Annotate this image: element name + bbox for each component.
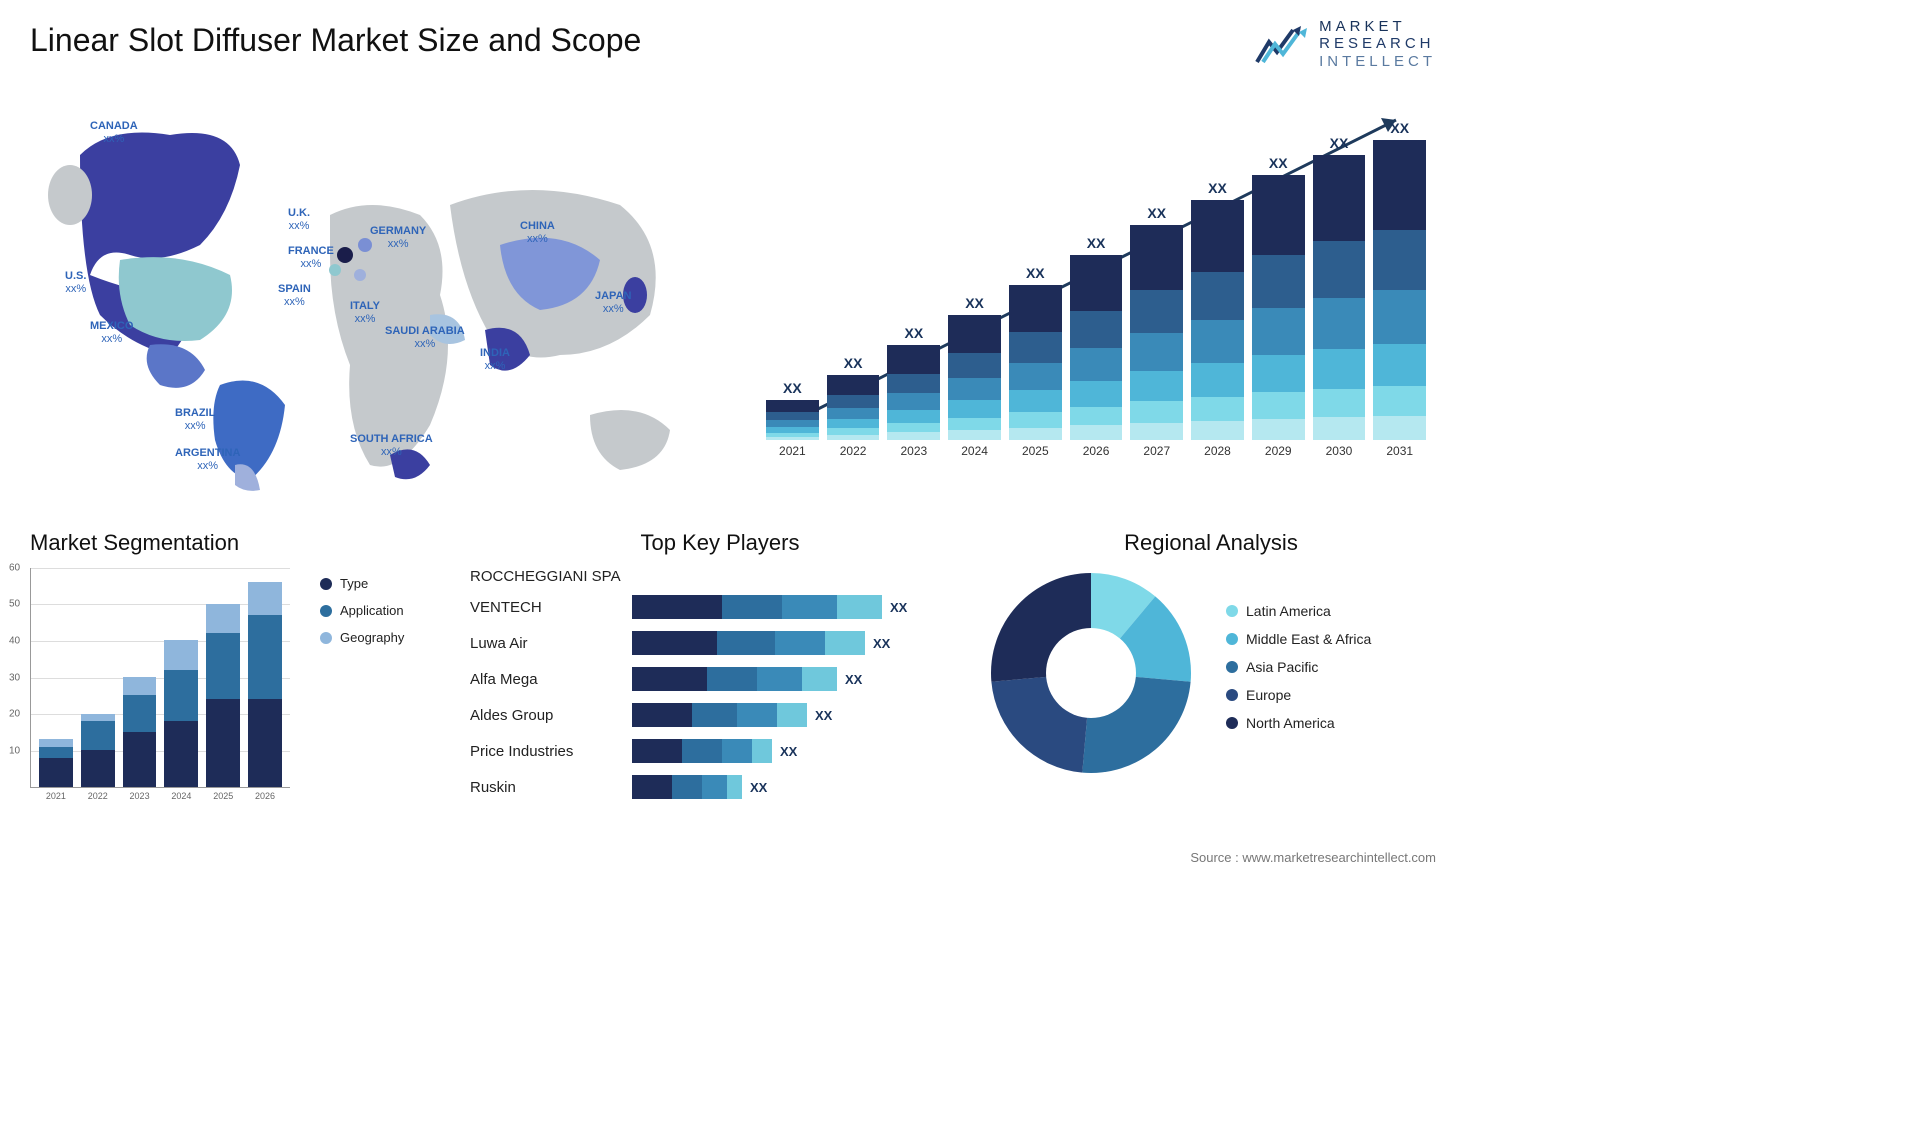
seg-ytick: 40 bbox=[9, 635, 20, 646]
logo-icon bbox=[1253, 22, 1309, 66]
player-row-aldesgroup: Aldes GroupXX bbox=[470, 697, 970, 733]
map-label-india: INDIAxx% bbox=[480, 347, 510, 373]
player-row-alfamega: Alfa MegaXX bbox=[470, 661, 970, 697]
growth-chart: XX2021XX2022XX2023XX2024XX2025XX2026XX20… bbox=[766, 100, 1426, 480]
players-title: Top Key Players bbox=[470, 530, 970, 556]
seg-bar-2024: 2024 bbox=[164, 640, 198, 787]
map-label-france: FRANCExx% bbox=[288, 245, 334, 271]
page-title: Linear Slot Diffuser Market Size and Sco… bbox=[30, 22, 641, 59]
growth-bar-2026: XX2026 bbox=[1070, 235, 1123, 458]
regional-donut bbox=[986, 568, 1196, 778]
seg-ytick: 30 bbox=[9, 672, 20, 683]
regional-panel: Regional Analysis Latin America Middle Ea… bbox=[986, 530, 1436, 778]
growth-bar-2024: XX2024 bbox=[948, 295, 1001, 458]
map-label-argentina: ARGENTINAxx% bbox=[175, 447, 240, 473]
growth-bar-2021: XX2021 bbox=[766, 380, 819, 458]
world-map: CANADAxx% U.S.xx% MEXICOxx% BRAZILxx% ARGENT… bbox=[30, 95, 710, 495]
seg-ytick: 10 bbox=[9, 745, 20, 756]
regional-legend: Latin America Middle East & Africa Asia Pa… bbox=[1226, 603, 1371, 743]
growth-bar-2025: XX2025 bbox=[1009, 265, 1062, 458]
player-row-ruskin: RuskinXX bbox=[470, 769, 970, 805]
seg-bar-2026: 2026 bbox=[248, 582, 282, 787]
map-label-mexico: MEXICOxx% bbox=[90, 320, 133, 346]
map-label-uk: U.K.xx% bbox=[288, 207, 310, 233]
seg-ytick: 60 bbox=[9, 563, 20, 574]
map-label-saudiarabia: SAUDI ARABIAxx% bbox=[385, 325, 465, 351]
growth-bar-2029: XX2029 bbox=[1252, 155, 1305, 458]
seg-legend-type: Type bbox=[320, 576, 404, 591]
map-label-southafrica: SOUTH AFRICAxx% bbox=[350, 433, 433, 459]
seg-bar-2023: 2023 bbox=[123, 677, 157, 787]
seg-ytick: 50 bbox=[9, 599, 20, 610]
logo-line3: INTELLECT bbox=[1319, 53, 1436, 70]
growth-bar-2031: XX2031 bbox=[1373, 120, 1426, 458]
logo-line1: MARKET bbox=[1319, 18, 1436, 35]
map-label-germany: GERMANYxx% bbox=[370, 225, 426, 251]
region-legend-asiapacific: Asia Pacific bbox=[1226, 659, 1371, 675]
seg-legend-application: Application bbox=[320, 603, 404, 618]
player-row-priceindustries: Price IndustriesXX bbox=[470, 733, 970, 769]
growth-bar-2023: XX2023 bbox=[887, 325, 940, 458]
growth-bar-2028: XX2028 bbox=[1191, 180, 1244, 458]
segmentation-chart: 102030405060 202120222023202420252026 bbox=[30, 568, 290, 788]
player-row-luwaair: Luwa AirXX bbox=[470, 625, 970, 661]
source-text: Source : www.marketresearchintellect.com bbox=[1190, 850, 1436, 865]
segmentation-title: Market Segmentation bbox=[30, 530, 450, 556]
seg-bar-2022: 2022 bbox=[81, 714, 115, 787]
segmentation-legend: Type Application Geography bbox=[320, 576, 404, 657]
map-label-us: U.S.xx% bbox=[65, 270, 86, 296]
region-legend-europe: Europe bbox=[1226, 687, 1371, 703]
region-legend-latinamerica: Latin America bbox=[1226, 603, 1371, 619]
seg-legend-geography: Geography bbox=[320, 630, 404, 645]
donut-hole bbox=[1046, 628, 1136, 718]
map-label-spain: SPAINxx% bbox=[278, 283, 311, 309]
growth-bar-2027: XX2027 bbox=[1130, 205, 1183, 458]
logo-line2: RESEARCH bbox=[1319, 35, 1436, 52]
region-legend-middleeastafrica: Middle East & Africa bbox=[1226, 631, 1371, 647]
player-row-ventech: VENTECHXX bbox=[470, 589, 970, 625]
seg-bar-2021: 2021 bbox=[39, 739, 73, 787]
segmentation-panel: Market Segmentation 102030405060 2021202… bbox=[30, 530, 450, 788]
map-label-canada: CANADAxx% bbox=[90, 120, 138, 146]
map-label-brazil: BRAZILxx% bbox=[175, 407, 215, 433]
growth-bar-2022: XX2022 bbox=[827, 355, 880, 458]
growth-bar-2030: XX2030 bbox=[1313, 135, 1366, 458]
players-panel: Top Key Players ROCCHEGGIANI SPA VENTECH… bbox=[470, 530, 970, 805]
players-header: ROCCHEGGIANI SPA bbox=[470, 568, 970, 585]
region-legend-northamerica: North America bbox=[1226, 715, 1371, 731]
map-label-china: CHINAxx% bbox=[520, 220, 555, 246]
map-label-italy: ITALYxx% bbox=[350, 300, 380, 326]
map-label-japan: JAPANxx% bbox=[595, 290, 631, 316]
brand-logo: MARKET RESEARCH INTELLECT bbox=[1253, 18, 1436, 70]
seg-bar-2025: 2025 bbox=[206, 604, 240, 787]
seg-ytick: 20 bbox=[9, 708, 20, 719]
regional-title: Regional Analysis bbox=[986, 530, 1436, 556]
